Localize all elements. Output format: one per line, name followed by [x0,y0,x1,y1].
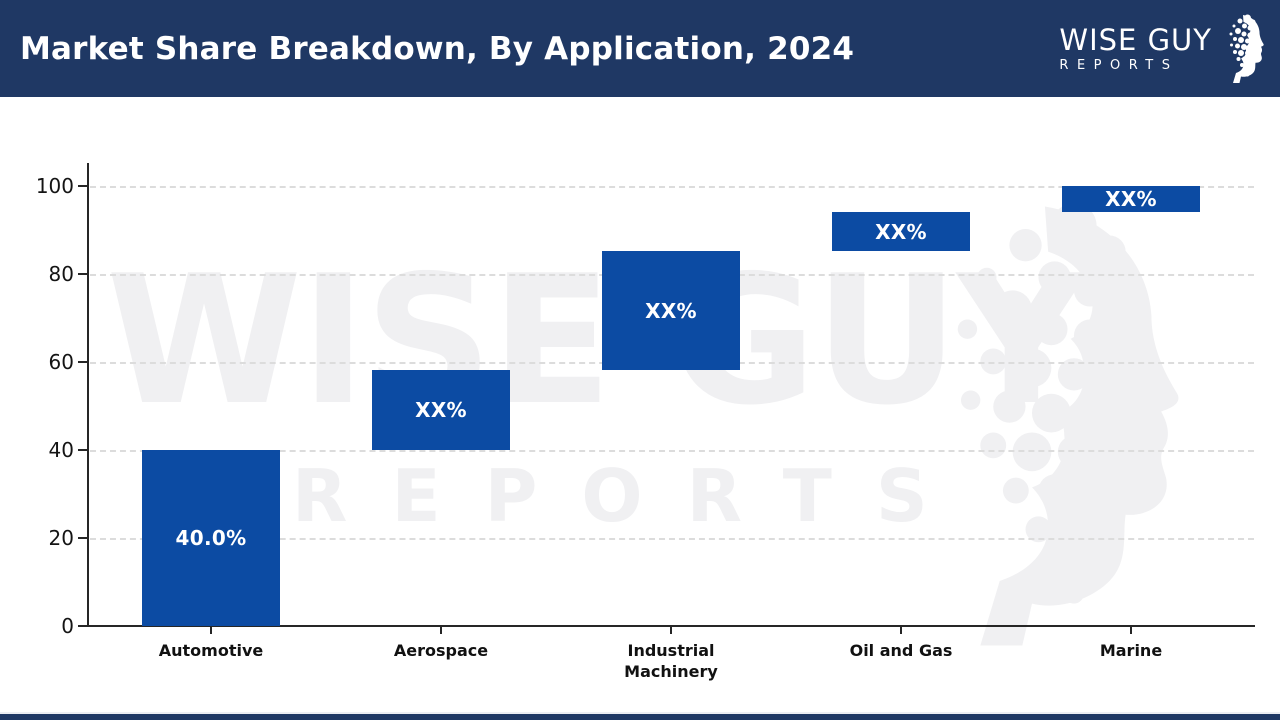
header: Market Share Breakdown, By Application, … [0,0,1280,97]
gridline [90,538,1254,540]
bar-marine: XX% [1062,186,1200,213]
footer-bar [0,712,1280,720]
bar-oil-and-gas: XX% [832,212,970,252]
y-tick-label: 40 [48,438,74,462]
x-tick-mark [670,627,673,634]
bar-value-label: XX% [415,397,467,422]
y-tick-mark [78,361,87,364]
logo-wordmark: WISE GUY [1059,22,1212,57]
bar-aerospace: XX% [372,369,510,450]
page-title: Market Share Breakdown, By Application, … [20,30,855,67]
y-tick-label: 80 [48,262,74,286]
x-tick-mark [210,627,213,634]
y-tick-label: 20 [48,526,74,550]
y-tick-mark [78,449,87,452]
y-tick-mark [78,185,87,188]
bar-industrial-machinery: XX% [602,251,740,370]
y-tick-label: 0 [61,614,74,638]
x-category-label-industrial-machinery: Industrial Machinery [624,641,718,681]
x-category-label-marine: Marine [1099,641,1163,660]
x-category-label-aerospace: Aerospace [393,641,489,660]
x-tick-mark [440,627,443,634]
x-category-label-oil-and-gas: Oil and Gas [849,641,953,660]
bar-value-label: XX% [1105,187,1157,212]
bar-value-label: 40.0% [175,526,247,550]
bar-value-label: XX% [875,219,927,244]
x-category-label-automotive: Automotive [158,641,264,660]
y-tick-label: 100 [35,174,74,198]
y-tick-label: 60 [48,350,74,374]
y-tick-mark [78,537,87,540]
y-axis-spine [86,163,89,627]
x-tick-mark [900,627,903,634]
x-tick-mark [1130,627,1133,634]
x-axis-spine [86,624,1255,627]
wiseguy-logo: WISE GUY REPORTS [1059,11,1266,87]
bar-value-label: XX% [645,298,697,323]
logo-subtext: REPORTS [1059,57,1179,73]
bar-automotive: 40.0% [142,450,280,626]
gridline [90,450,1254,452]
y-tick-mark [78,273,87,276]
gridline [90,186,1254,188]
y-tick-mark [78,625,87,628]
